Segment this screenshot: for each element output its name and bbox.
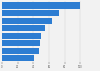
Bar xyxy=(2,2,80,9)
Bar xyxy=(2,55,34,61)
Bar xyxy=(2,25,45,31)
Bar xyxy=(2,48,39,54)
Bar xyxy=(2,10,59,16)
Bar xyxy=(2,40,40,46)
Bar xyxy=(2,33,41,39)
Bar xyxy=(2,18,52,24)
